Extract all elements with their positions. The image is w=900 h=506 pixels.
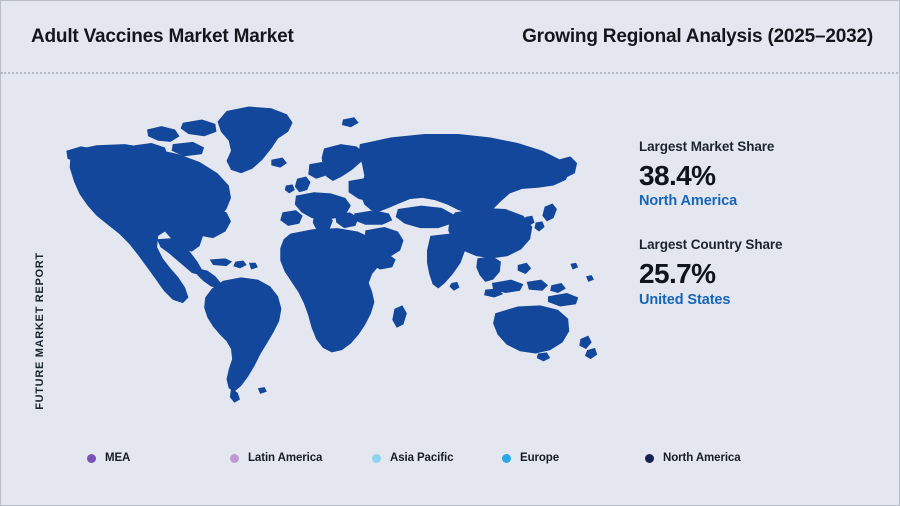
stat-value: 25.7% bbox=[639, 258, 716, 290]
stat-label: Largest Market Share bbox=[639, 139, 775, 154]
legend-label: North America bbox=[663, 452, 741, 464]
slide-header: Adult Vaccines Market Market Growing Reg… bbox=[1, 1, 899, 73]
legend-item-mea: MEA bbox=[87, 452, 230, 464]
legend-label: MEA bbox=[105, 452, 131, 464]
legend-dot-icon bbox=[372, 453, 381, 463]
stat-region: North America bbox=[639, 193, 738, 210]
legend-item-europe: Europe bbox=[502, 452, 645, 464]
stats-panel: Largest Market Share 38.4% North America… bbox=[639, 139, 879, 308]
header-divider bbox=[1, 72, 899, 74]
stat-largest-country-share: Largest Country Share 25.7% United State… bbox=[639, 237, 879, 307]
legend-dot-icon bbox=[230, 453, 239, 463]
legend-label: Europe bbox=[520, 452, 560, 464]
legend-item-latin-america: Latin America bbox=[230, 452, 372, 464]
map-landmasses bbox=[66, 106, 598, 403]
legend-item-asia-pacific: Asia Pacific bbox=[372, 452, 502, 464]
brand-rail: FUTURE MARKET REPORT bbox=[31, 236, 49, 426]
legend-label: Asia Pacific bbox=[390, 452, 454, 464]
brand-rail-label: FUTURE MARKET REPORT bbox=[34, 252, 46, 410]
world-map-svg bbox=[66, 106, 598, 403]
page-subtitle: Growing Regional Analysis (2025–2032) bbox=[522, 26, 873, 47]
stat-value: 38.4% bbox=[639, 160, 716, 191]
legend-dot-icon bbox=[87, 453, 96, 463]
legend-dot-icon bbox=[502, 453, 511, 463]
stat-label: Largest Country Share bbox=[639, 237, 783, 253]
map-legend: MEA Latin America Asia Pacific Europe No… bbox=[87, 446, 787, 470]
legend-item-north-america: North America bbox=[645, 452, 741, 464]
stat-region: United States bbox=[639, 291, 731, 308]
legend-dot-icon bbox=[645, 453, 654, 463]
stat-largest-market-share: Largest Market Share 38.4% North America bbox=[639, 139, 879, 209]
world-map bbox=[63, 97, 623, 409]
page-title: Adult Vaccines Market Market bbox=[31, 26, 294, 47]
legend-label: Latin America bbox=[248, 452, 323, 464]
